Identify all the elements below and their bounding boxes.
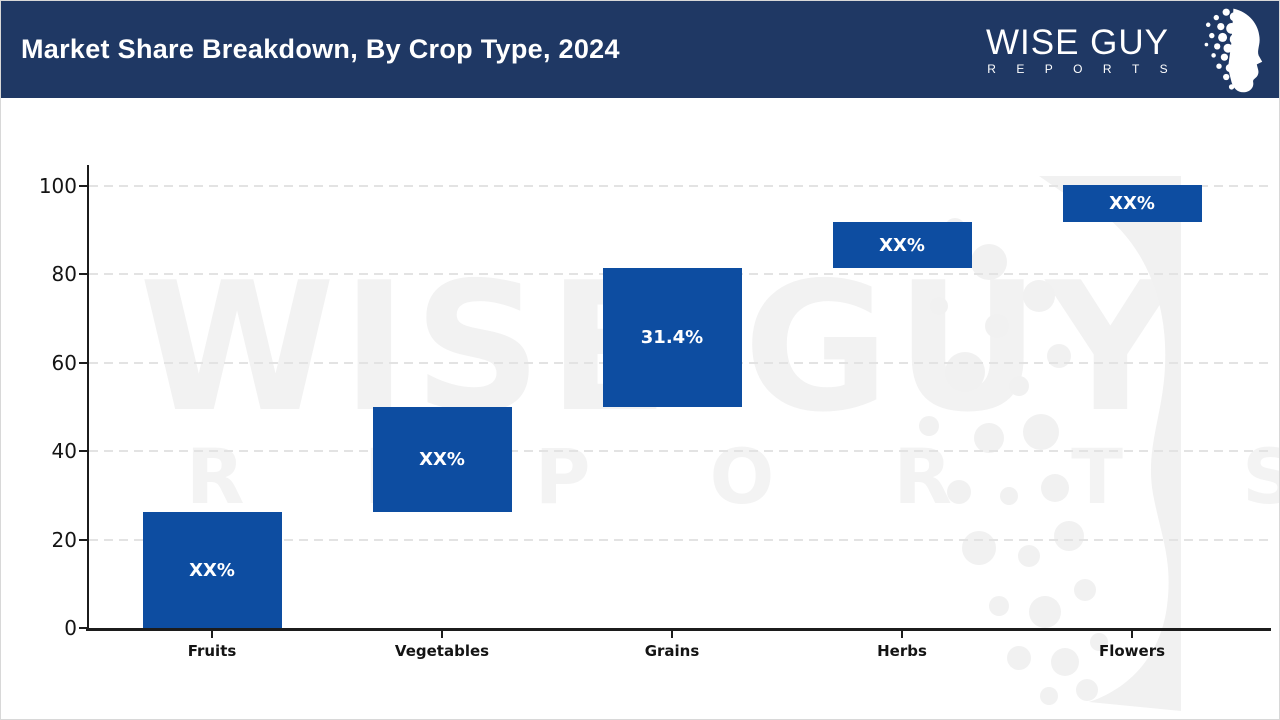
x-tick-mark [441,631,443,638]
bar-fruits: XX% [142,512,282,628]
y-tick-mark [79,361,87,364]
x-tick-label-flowers: Flowers [1098,642,1166,660]
bar-herbs: XX% [832,222,972,269]
x-tick-label-vegetables: Vegetables [394,642,490,660]
logo-text: WISE GUY R E P O R T S [986,25,1169,75]
bar-grains: 31.4% [602,268,742,407]
y-tick-label: 60 [51,350,77,375]
x-tick-label-grains: Grains [644,642,700,660]
y-tick-mark [79,627,87,629]
x-tick-mark [671,631,673,638]
y-tick-label: 0 [64,616,77,640]
x-tick-label-herbs: Herbs [877,642,927,660]
logo-face-icon [1204,8,1263,92]
y-tick-label: 80 [51,262,77,287]
bar-value-label: XX% [189,559,235,581]
x-axis-line [86,628,1271,631]
wise-guy-logo: WISE GUY R E P O R T S [986,5,1265,95]
y-tick-mark [79,450,87,453]
bar-value-label: 31.4% [640,327,704,349]
y-axis-line [87,165,89,630]
y-tick-label: 40 [51,439,77,464]
logo-reports-text: R E P O R T S [987,61,1177,76]
y-tick-mark [79,185,87,187]
page-title: Market Share Breakdown, By Crop Type, 20… [21,34,620,64]
gridline [89,185,1271,187]
bar-value-label: XX% [419,449,465,471]
y-tick-label: 100 [38,174,77,198]
bar-vegetables: XX% [372,407,512,513]
gridline [89,538,1271,541]
x-tick-label-fruits: Fruits [187,642,237,660]
gridline [89,450,1271,453]
x-tick-mark [211,631,213,638]
y-tick-mark [79,273,87,276]
y-tick-mark [79,538,87,541]
logo-wise-guy-text: WISE GUY [985,22,1169,62]
bar-value-label: XX% [879,234,925,256]
bar-flowers: XX% [1062,185,1202,223]
header: Market Share Breakdown, By Crop Type, 20… [1,1,1279,98]
x-tick-mark [901,631,903,638]
y-tick-label: 20 [51,527,77,552]
x-tick-mark [1131,631,1133,638]
bar-value-label: XX% [1109,193,1155,215]
